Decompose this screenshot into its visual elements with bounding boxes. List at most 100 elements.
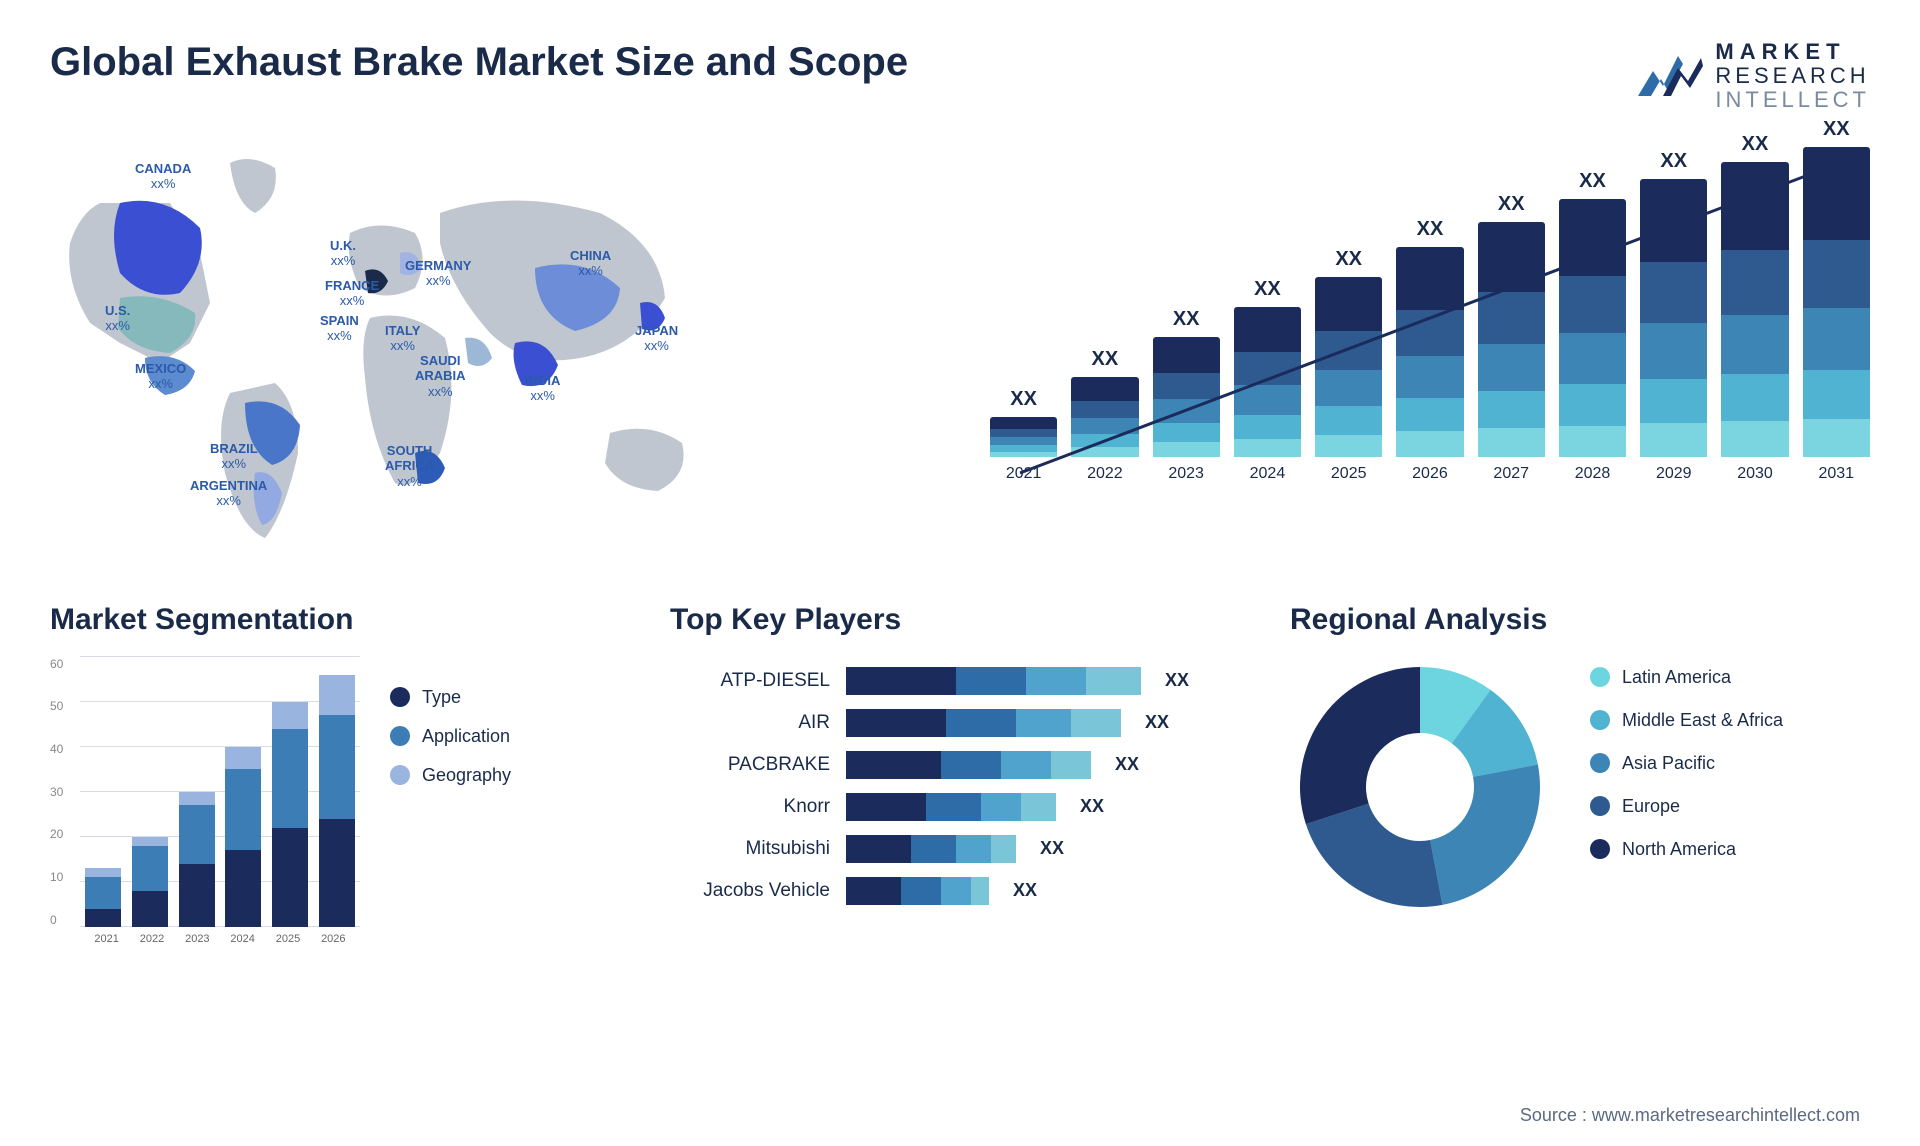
key-player-row: Mitsubishi XX xyxy=(670,835,1250,863)
growth-year-label: 2022 xyxy=(1087,465,1123,483)
key-player-bar xyxy=(846,709,1121,737)
legend-label: North America xyxy=(1622,839,1736,860)
segmentation-title: Market Segmentation xyxy=(50,603,630,637)
map-label: CANADAxx% xyxy=(135,161,191,192)
growth-bar-label: XX xyxy=(1660,150,1687,173)
key-player-value: XX xyxy=(1080,796,1104,817)
growth-bar: XX2031 xyxy=(1803,118,1870,483)
legend-item: Middle East & Africa xyxy=(1590,710,1783,731)
legend-label: Europe xyxy=(1622,796,1680,817)
key-player-value: XX xyxy=(1165,670,1189,691)
key-player-label: PACBRAKE xyxy=(670,754,830,776)
legend-dot-icon xyxy=(390,726,410,746)
key-player-value: XX xyxy=(1145,712,1169,733)
growth-year-label: 2031 xyxy=(1818,465,1854,483)
map-label: SOUTHAFRICAxx% xyxy=(385,443,434,490)
segmentation-panel: Market Segmentation 0102030405060 202120… xyxy=(50,603,630,1003)
legend-dot-icon xyxy=(1590,667,1610,687)
map-label: MEXICOxx% xyxy=(135,361,186,392)
seg-xlabel: 2026 xyxy=(321,933,345,957)
seg-ytick: 20 xyxy=(50,827,80,841)
growth-bar: XX 2023 xyxy=(1153,308,1220,483)
seg-bar xyxy=(272,702,308,927)
logo-text-1: MARKET xyxy=(1715,40,1870,64)
growth-bar: XX 2025 xyxy=(1315,248,1382,483)
map-label: INDIAxx% xyxy=(525,373,560,404)
donut-slice xyxy=(1430,764,1540,904)
legend-dot-icon xyxy=(390,765,410,785)
growth-year-label: 2021 xyxy=(1006,465,1042,483)
key-player-value: XX xyxy=(1013,880,1037,901)
growth-bar-label: XX xyxy=(1498,193,1525,216)
seg-bar xyxy=(319,675,355,927)
growth-year-label: 2025 xyxy=(1331,465,1367,483)
key-player-bar xyxy=(846,667,1141,695)
legend-item: Type xyxy=(390,687,511,708)
growth-year-label: 2028 xyxy=(1575,465,1611,483)
world-map: CANADAxx% U.S.xx% MEXICOxx% BRAZILxx% ARGENT… xyxy=(50,143,950,563)
regional-title: Regional Analysis xyxy=(1290,603,1870,637)
legend-label: Latin America xyxy=(1622,667,1731,688)
seg-xlabel: 2025 xyxy=(276,933,300,957)
logo-icon xyxy=(1633,46,1703,106)
map-label: SPAINxx% xyxy=(320,313,359,344)
key-player-row: Knorr XX xyxy=(670,793,1250,821)
growth-year-label: 2024 xyxy=(1250,465,1286,483)
legend-label: Geography xyxy=(422,765,511,786)
seg-ytick: 50 xyxy=(50,699,80,713)
seg-ytick: 40 xyxy=(50,742,80,756)
key-player-bar xyxy=(846,877,989,905)
key-player-row: ATP-DIESELXX xyxy=(670,667,1250,695)
map-saudi xyxy=(465,337,492,365)
key-player-label: Knorr xyxy=(670,796,830,818)
seg-ytick: 0 xyxy=(50,913,80,927)
seg-xlabel: 2024 xyxy=(230,933,254,957)
legend-dot-icon xyxy=(1590,839,1610,859)
growth-year-label: 2026 xyxy=(1412,465,1448,483)
map-label: U.K.xx% xyxy=(330,238,356,269)
key-players-chart: ATP-DIESELXXAIRXXPACBRAKEXXKnorrXXMitsub… xyxy=(670,657,1250,905)
page-title: Global Exhaust Brake Market Size and Sco… xyxy=(50,40,908,85)
source-footer: Source : www.marketresearchintellect.com xyxy=(1520,1105,1860,1126)
seg-xlabel: 2021 xyxy=(94,933,118,957)
logo-text-3: INTELLECT xyxy=(1715,88,1870,112)
legend-label: Middle East & Africa xyxy=(1622,710,1783,731)
key-player-row: AIRXX xyxy=(670,709,1250,737)
growth-bar-label: XX xyxy=(1092,348,1119,371)
seg-bar xyxy=(179,792,215,927)
growth-year-label: 2030 xyxy=(1737,465,1773,483)
key-player-label: Jacobs Vehicle xyxy=(670,880,830,902)
segmentation-chart: 0102030405060 202120222023202420252026 xyxy=(50,657,360,957)
legend-item: North America xyxy=(1590,839,1783,860)
key-player-label: Mitsubishi xyxy=(670,838,830,860)
map-label: BRAZILxx% xyxy=(210,441,258,472)
growth-bar-label: XX xyxy=(1335,248,1362,271)
legend-item: Latin America xyxy=(1590,667,1783,688)
logo-text-2: RESEARCH xyxy=(1715,64,1870,88)
key-player-bar xyxy=(846,793,1056,821)
growth-bar-label: XX xyxy=(1173,308,1200,331)
growth-bar-label: XX xyxy=(1254,278,1281,301)
seg-ytick: 10 xyxy=(50,870,80,884)
brand-logo: MARKET RESEARCH INTELLECT xyxy=(1633,40,1870,113)
growth-year-label: 2023 xyxy=(1168,465,1204,483)
growth-bar-label: XX xyxy=(1417,218,1444,241)
growth-year-label: 2029 xyxy=(1656,465,1692,483)
map-label: ARGENTINAxx% xyxy=(190,478,267,509)
key-player-row: Jacobs Vehicle XX xyxy=(670,877,1250,905)
regional-donut xyxy=(1290,657,1550,917)
donut-slice xyxy=(1306,803,1443,906)
legend-item: Europe xyxy=(1590,796,1783,817)
growth-bar: XX 2027 xyxy=(1478,193,1545,483)
key-player-row: PACBRAKEXX xyxy=(670,751,1250,779)
donut-slice xyxy=(1300,667,1420,824)
map-label: U.S.xx% xyxy=(105,303,130,334)
growth-bar-label: XX xyxy=(1742,133,1769,156)
key-player-value: XX xyxy=(1040,838,1064,859)
seg-bar xyxy=(85,868,121,927)
growth-year-label: 2027 xyxy=(1493,465,1529,483)
legend-item: Geography xyxy=(390,765,511,786)
growth-bar: XX2021 xyxy=(990,388,1057,483)
legend-label: Asia Pacific xyxy=(1622,753,1715,774)
legend-dot-icon xyxy=(1590,753,1610,773)
